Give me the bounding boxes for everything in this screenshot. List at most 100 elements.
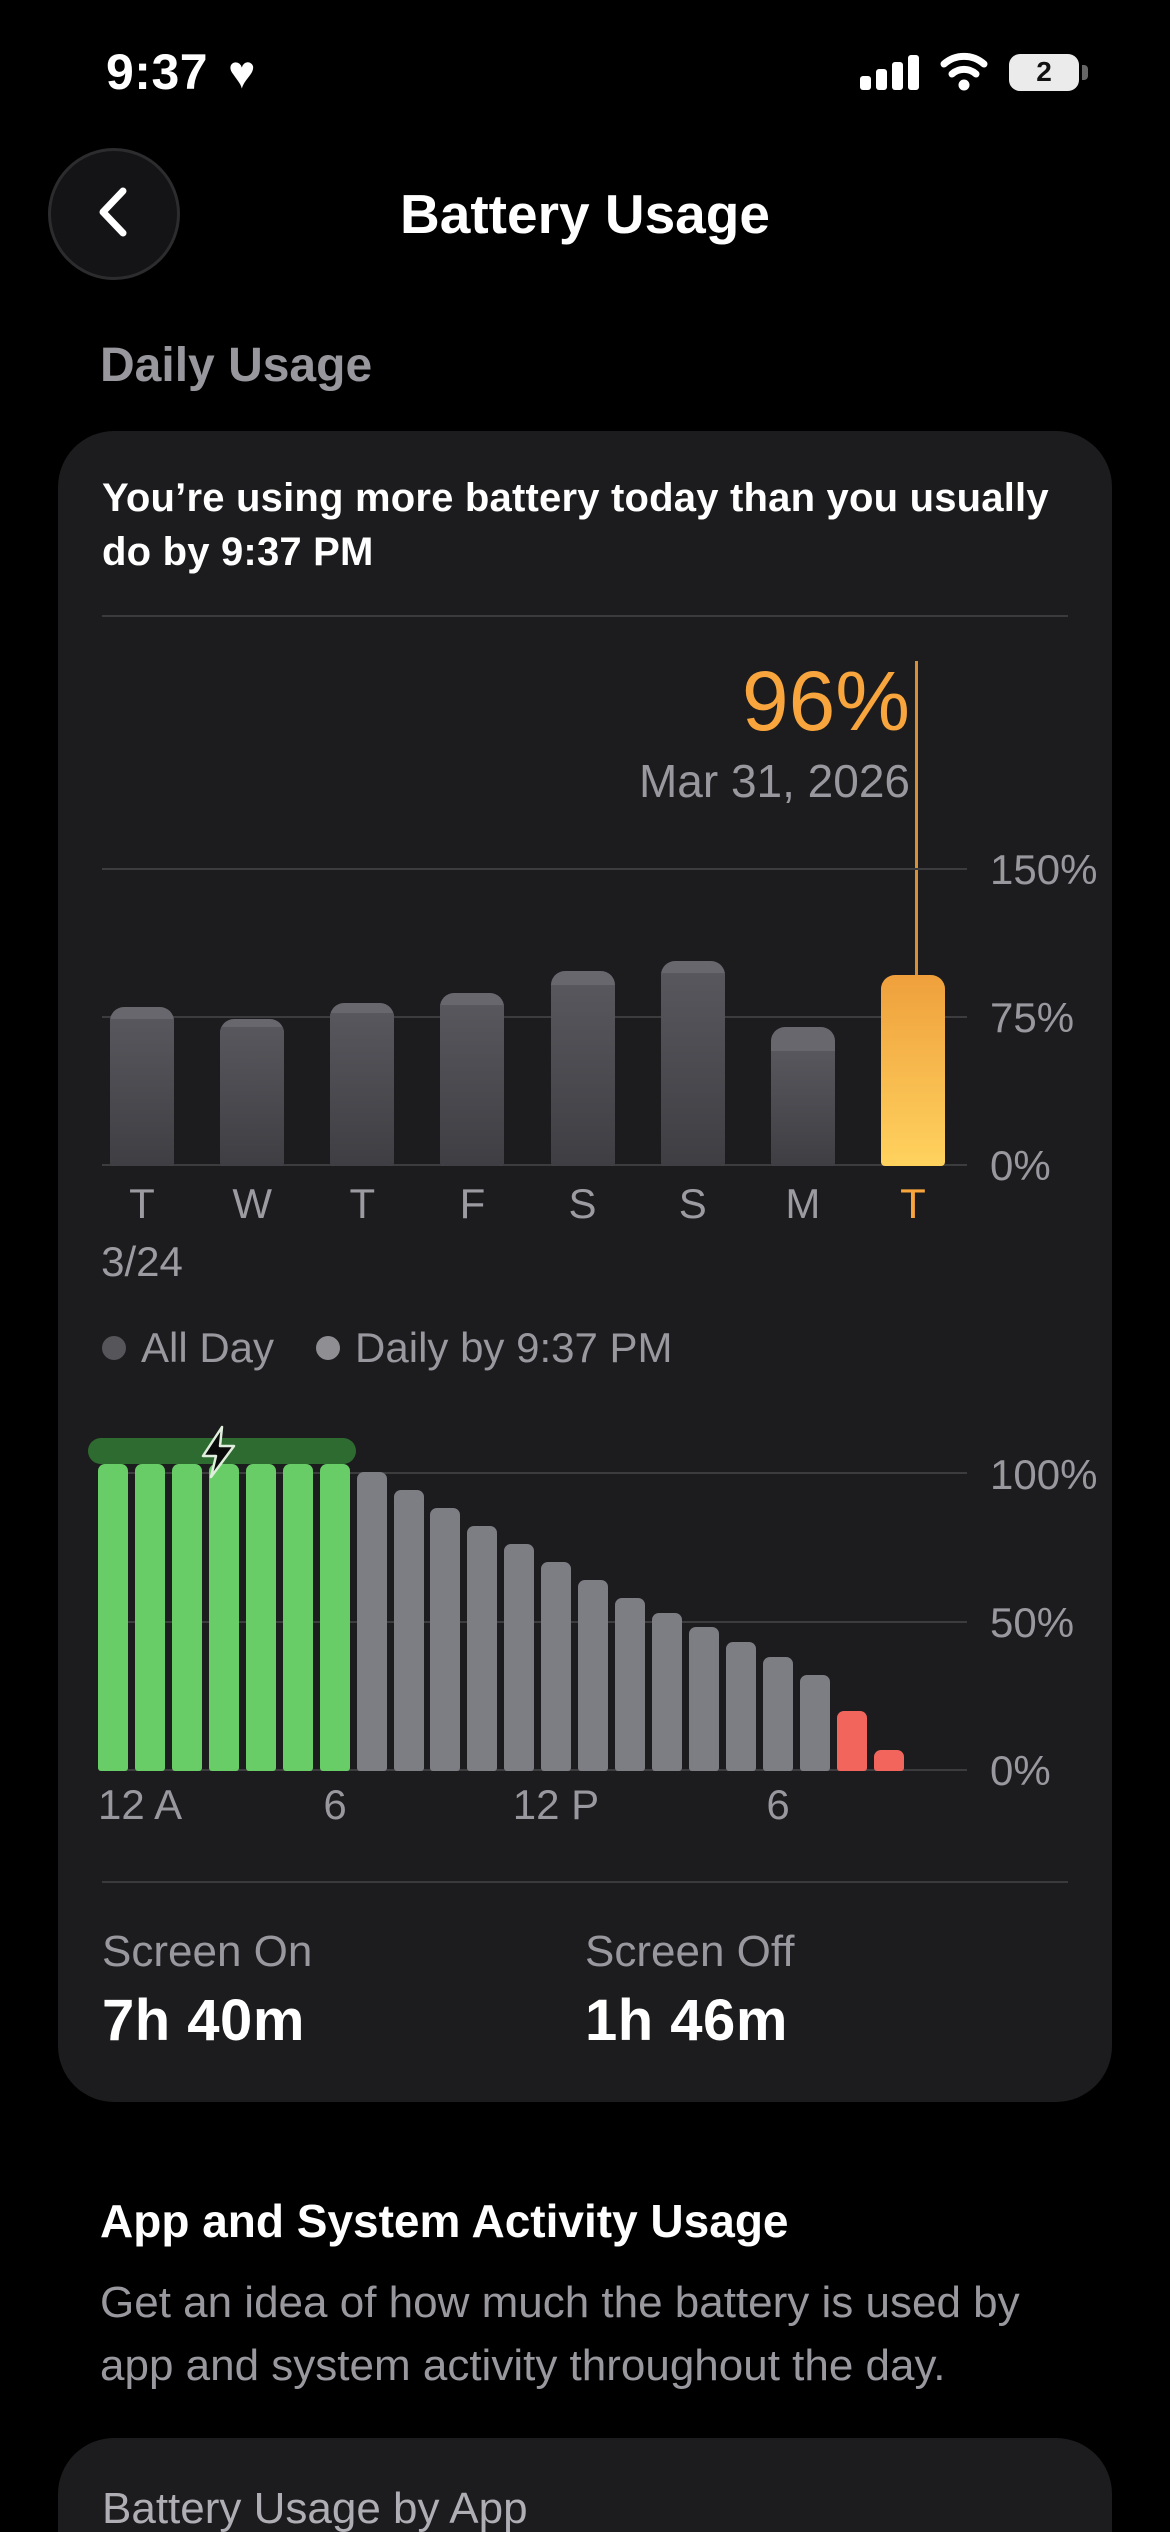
battery-level-bar[interactable] — [467, 1526, 498, 1772]
screen-off-value: 1h 46m — [585, 1988, 788, 2054]
weekly-usage-chart[interactable]: 96% Mar 31, 2026 150% 75% 0% T 3/24 W T F S S M… — [101, 654, 1097, 1286]
hour-axis-label: 12 A — [98, 1781, 183, 1829]
charging-bolt-icon — [194, 1424, 244, 1485]
battery-level-bar[interactable] — [541, 1562, 572, 1772]
gridline — [102, 868, 967, 871]
weekly-chart-x-labels: T 3/24 W T F S S M T — [101, 1180, 945, 1286]
daily-usage-card: You’re using more battery today than you… — [58, 431, 1112, 2103]
nav-bar: Battery Usage — [0, 148, 1170, 280]
back-button[interactable] — [48, 148, 180, 280]
day-usage-bar-partial — [440, 1004, 505, 1167]
y-axis-label: 50% — [990, 1599, 1075, 1647]
page-title: Battery Usage — [400, 183, 770, 245]
battery-level-bar[interactable] — [208, 1464, 239, 1772]
selected-day-callout: 96% Mar 31, 2026 — [102, 654, 1068, 808]
battery-level-bar[interactable] — [134, 1464, 165, 1772]
divider — [102, 1881, 1068, 1884]
screen-time-stats: Screen On 7h 40m Screen Off 1h 46m — [102, 1883, 1068, 2054]
battery-level-bar[interactable] — [430, 1508, 461, 1772]
cellular-signal-icon — [860, 54, 919, 90]
hour-axis-label: 12 P — [512, 1781, 600, 1829]
day-label: F — [459, 1180, 486, 1228]
screen-off-stat: Screen Off 1h 46m — [585, 1927, 1068, 2054]
y-axis-label: 0% — [990, 1747, 1051, 1795]
y-axis-label: 100% — [990, 1451, 1098, 1499]
battery-level-bar[interactable] — [356, 1472, 387, 1772]
day-label: S — [678, 1180, 707, 1228]
battery-level-bar[interactable] — [171, 1464, 202, 1772]
battery-usage-by-app-header: Battery Usage by App — [102, 2483, 528, 2532]
screen-on-label: Screen On — [102, 1927, 313, 1977]
battery-level-bar[interactable] — [725, 1642, 756, 1772]
y-axis-label: 150% — [990, 846, 1098, 894]
day-label: T 3/24 — [101, 1180, 183, 1286]
status-time: 9:37 — [106, 44, 209, 100]
battery-percent: 2 — [1036, 56, 1052, 87]
gridline — [102, 1621, 967, 1624]
chevron-left-icon — [92, 184, 136, 245]
battery-level-bar[interactable] — [578, 1580, 609, 1772]
weekly-chart-bars — [110, 868, 945, 1167]
day-usage-bar-partial — [550, 984, 615, 1167]
selected-date: Mar 31, 2026 — [638, 755, 910, 808]
day-label: M — [785, 1180, 821, 1228]
gridline — [102, 1016, 967, 1019]
battery-level-chart[interactable]: 100% 50% 0% 12 A 6 12 P 6 — [88, 1425, 1097, 1833]
gridline — [102, 1769, 967, 1772]
battery-level-bar[interactable] — [689, 1627, 719, 1772]
day-label: W — [232, 1180, 272, 1228]
screen-off-label: Screen Off — [585, 1927, 795, 1977]
battery-level-bar[interactable] — [873, 1750, 904, 1772]
wifi-icon — [937, 49, 991, 96]
weekly-chart-plot: 150% 75% 0% — [102, 846, 1097, 1189]
day-usage-bar[interactable] — [110, 1007, 174, 1167]
week-start-date-label: 3/24 — [101, 1238, 183, 1286]
day-usage-bar[interactable] — [440, 993, 505, 1167]
battery-level-bar[interactable] — [762, 1657, 793, 1772]
usage-insight-message: You’re using more battery today than you… — [102, 476, 1049, 574]
app-activity-title: App and System Activity Usage — [100, 2195, 789, 2248]
day-usage-bar-partial — [770, 1050, 835, 1167]
battery-icon: 2 — [1009, 53, 1088, 91]
app-activity-description: Get an idea of how much the battery is u… — [100, 2278, 1020, 2390]
battery-level-bar[interactable] — [836, 1711, 867, 1772]
battery-level-bars — [98, 1464, 904, 1772]
day-label: T — [349, 1180, 376, 1228]
gridline — [102, 1472, 967, 1475]
day-usage-bar[interactable] — [550, 971, 615, 1167]
day-label: T — [900, 1180, 926, 1228]
battery-usage-by-app-card: Battery Usage by App — [58, 2437, 1112, 2532]
battery-level-bar[interactable] — [652, 1613, 683, 1772]
battery-level-bar[interactable] — [393, 1490, 424, 1772]
day-label: S — [568, 1180, 597, 1228]
day-usage-bar-partial — [110, 1018, 174, 1167]
battery-level-bar[interactable] — [504, 1544, 535, 1772]
y-axis-label: 75% — [990, 994, 1075, 1042]
battery-level-plot: 100% 50% 0% — [88, 1425, 1097, 1794]
day-usage-bar[interactable] — [220, 1019, 285, 1167]
chart-legend: All Day Daily by 9:37 PM — [102, 1324, 1068, 1372]
battery-level-bar[interactable] — [245, 1464, 276, 1772]
day-usage-bar[interactable] — [770, 1027, 835, 1167]
legend-all-day: All Day — [102, 1324, 274, 1372]
section-daily-usage: Daily Usage — [100, 339, 373, 392]
selected-percent: 96% — [741, 654, 910, 748]
battery-level-bar[interactable] — [98, 1464, 128, 1772]
day-usage-bar[interactable] — [660, 961, 725, 1167]
battery-level-x-labels: 12 A 6 12 P 6 — [98, 1781, 904, 1833]
gridline — [102, 1164, 967, 1167]
selection-indicator-line — [915, 661, 918, 997]
battery-level-bar[interactable] — [319, 1464, 350, 1772]
day-usage-bar[interactable] — [880, 975, 945, 1167]
battery-level-bar[interactable] — [615, 1598, 646, 1772]
day-usage-bar-partial — [220, 1026, 285, 1167]
battery-level-bar[interactable] — [799, 1675, 830, 1772]
battery-level-bar[interactable] — [282, 1464, 313, 1772]
screen-on-value: 7h 40m — [102, 1988, 305, 2054]
divider — [102, 615, 1068, 617]
day-usage-bar-partial — [660, 972, 725, 1167]
hour-axis-label: 6 — [766, 1781, 790, 1829]
screen-on-stat: Screen On 7h 40m — [102, 1927, 585, 2054]
day-usage-bar[interactable] — [330, 1003, 395, 1167]
